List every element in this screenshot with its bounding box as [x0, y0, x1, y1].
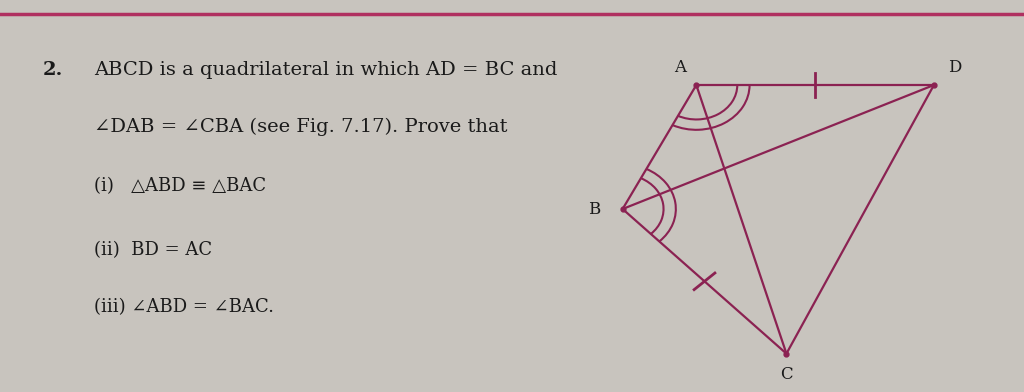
- Text: A: A: [674, 59, 686, 76]
- Text: B: B: [588, 200, 600, 218]
- Text: ∠DAB = ∠CBA (see Fig. 7.17). Prove that: ∠DAB = ∠CBA (see Fig. 7.17). Prove that: [94, 117, 507, 136]
- Text: (ii)  BD = AC: (ii) BD = AC: [94, 241, 212, 260]
- Text: 2.: 2.: [43, 61, 63, 79]
- Text: D: D: [947, 59, 962, 76]
- Text: ABCD is a quadrilateral in which AD = BC and: ABCD is a quadrilateral in which AD = BC…: [94, 61, 557, 79]
- Text: (i)   △ABD ≡ △BAC: (i) △ABD ≡ △BAC: [94, 178, 266, 196]
- Text: C: C: [780, 366, 793, 383]
- Text: (iii) ∠ABD = ∠BAC.: (iii) ∠ABD = ∠BAC.: [94, 298, 273, 316]
